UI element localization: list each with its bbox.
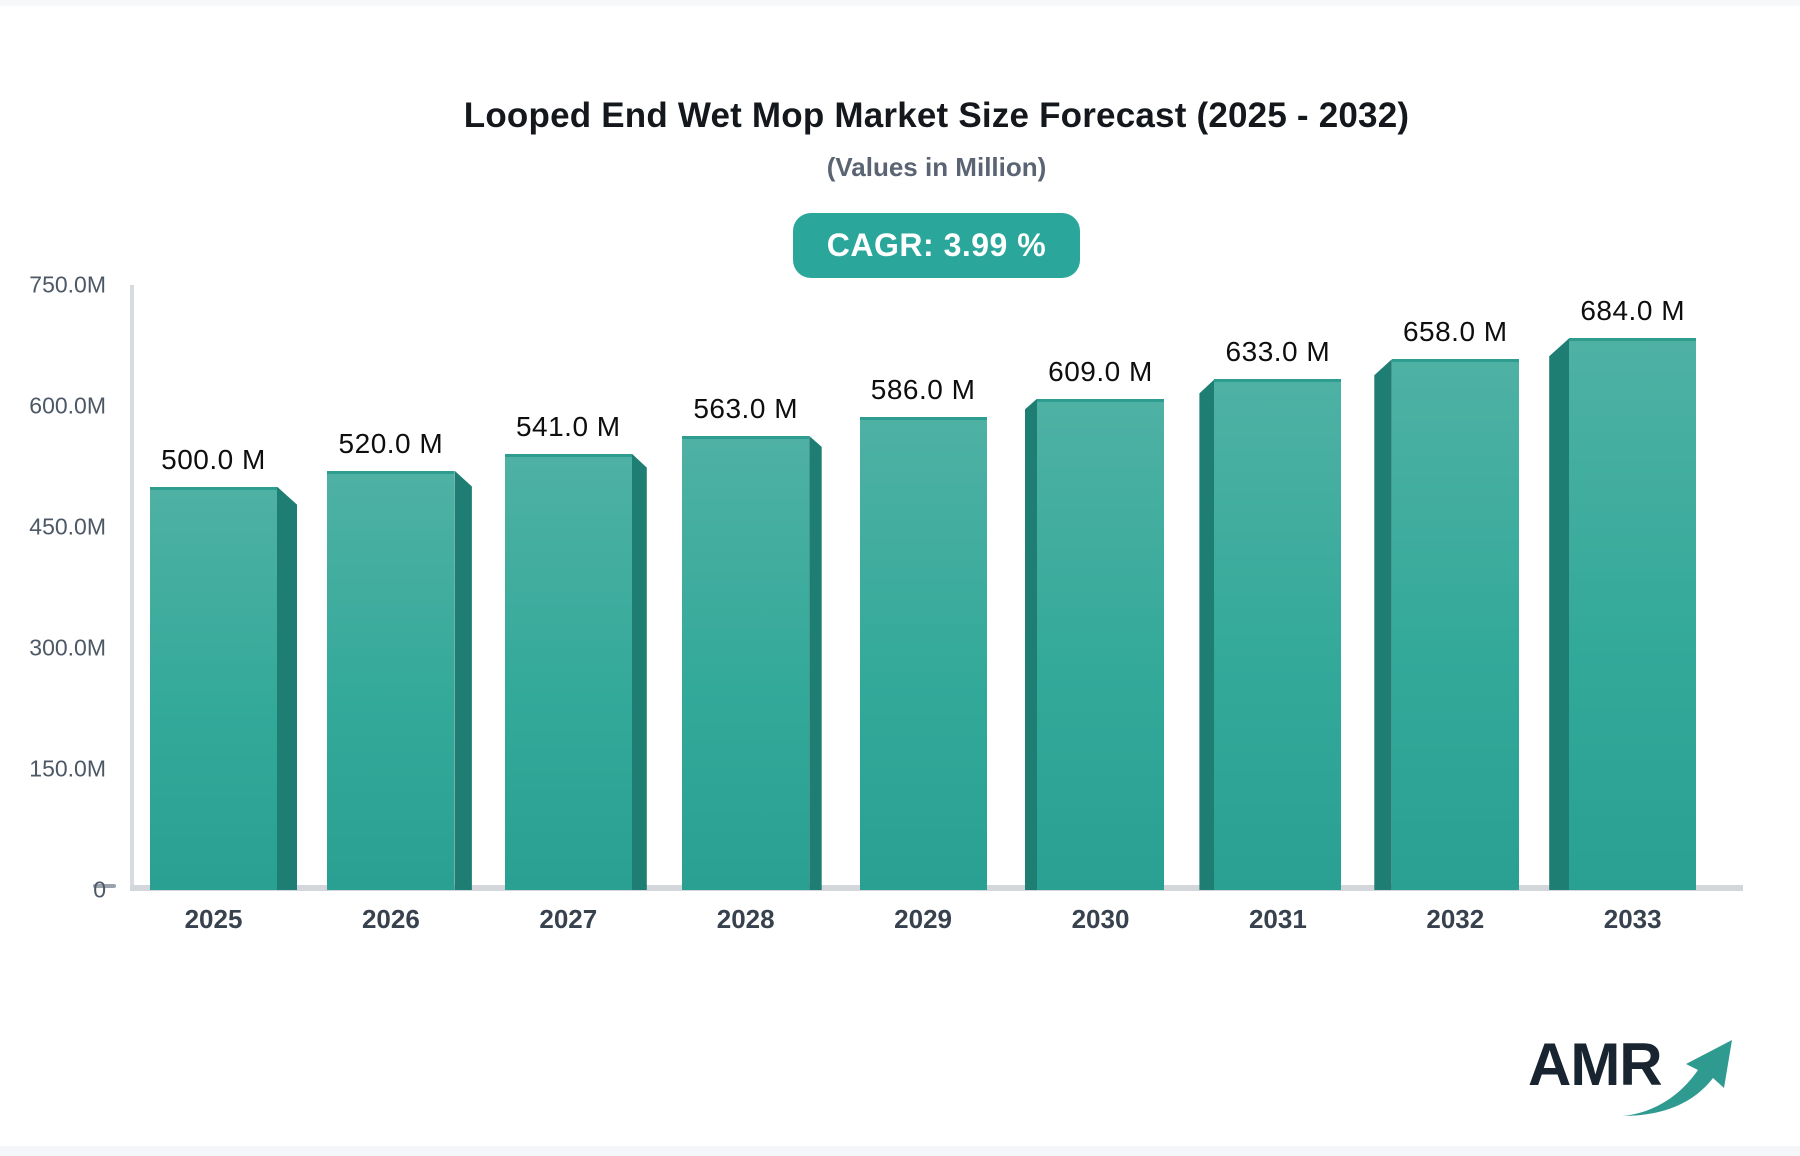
bar-2030[interactable] [1037,398,1164,890]
bar-2025-side-face [277,486,297,890]
chart-subtitle: (Values in Million) [826,152,1047,182]
bar-2027-side-face [631,453,647,890]
amr-logo: AMR [1528,1030,1738,1120]
bar-value-label: 609.0 M [1048,355,1153,387]
bar-2030-side-face [1024,398,1037,890]
bar-value-label: 563.0 M [693,392,799,424]
x-tick-label: 2030 [1071,904,1130,934]
bar-value-label: 658.0 M [1402,316,1508,348]
x-tick-label: 2032 [1426,904,1485,934]
bar-value-label: 541.0 M [515,410,621,442]
x-tick-label: 2026 [361,904,420,934]
x-tick-label: 2029 [894,904,953,934]
bar-2033[interactable] [1569,338,1697,890]
bar-value-label: 520.0 M [338,427,444,459]
x-tick-label: 2027 [539,904,598,934]
amr-logo-text: AMR [1528,1031,1663,1098]
y-tick-label: 300.0M [29,634,106,661]
cagr-badge: CAGR: 3.99 % [792,213,1081,278]
bar-value-label: 500.0 M [161,443,266,475]
bar-value-label: 684.0 M [1580,295,1686,327]
y-tick-label: 600.0M [29,392,106,419]
bar-2031-side-face [1199,379,1215,890]
chart-title: Looped End Wet Mop Market Size Forecast … [463,96,1410,135]
zero-tick-mark [93,884,116,888]
growth-arrow-icon [1622,1040,1732,1116]
bar-value-label: 633.0 M [1225,336,1331,368]
bar-2026[interactable] [327,470,455,890]
bar-2032[interactable] [1391,359,1519,890]
y-tick-label: 0 [93,876,106,903]
bottom-border-strip [0,1146,1800,1156]
x-tick-label: 2025 [184,904,243,934]
x-tick-label: 2033 [1603,904,1662,934]
y-tick-label: 750.0M [29,271,106,298]
x-tick-label: 2031 [1248,904,1307,934]
bar-2028[interactable] [682,435,810,890]
bar-2033-side-face [1549,338,1570,890]
bar-2027[interactable] [504,453,632,890]
bar-2031[interactable] [1214,379,1342,890]
bar-2029[interactable] [859,417,987,890]
chart-header: Looped End Wet Mop Market Size Forecast … [130,96,1743,278]
y-tick-label: 450.0M [29,513,106,540]
bar-2032-side-face [1374,359,1392,890]
bar-2025[interactable] [150,486,277,890]
bar-value-label: 586.0 M [870,374,976,406]
y-axis-line [130,285,134,888]
bar-2028-side-face [809,435,822,890]
y-tick-label: 150.0M [29,755,106,782]
bar-2026-side-face [454,470,472,890]
x-tick-label: 2028 [716,904,775,934]
top-border-strip [0,0,1800,6]
